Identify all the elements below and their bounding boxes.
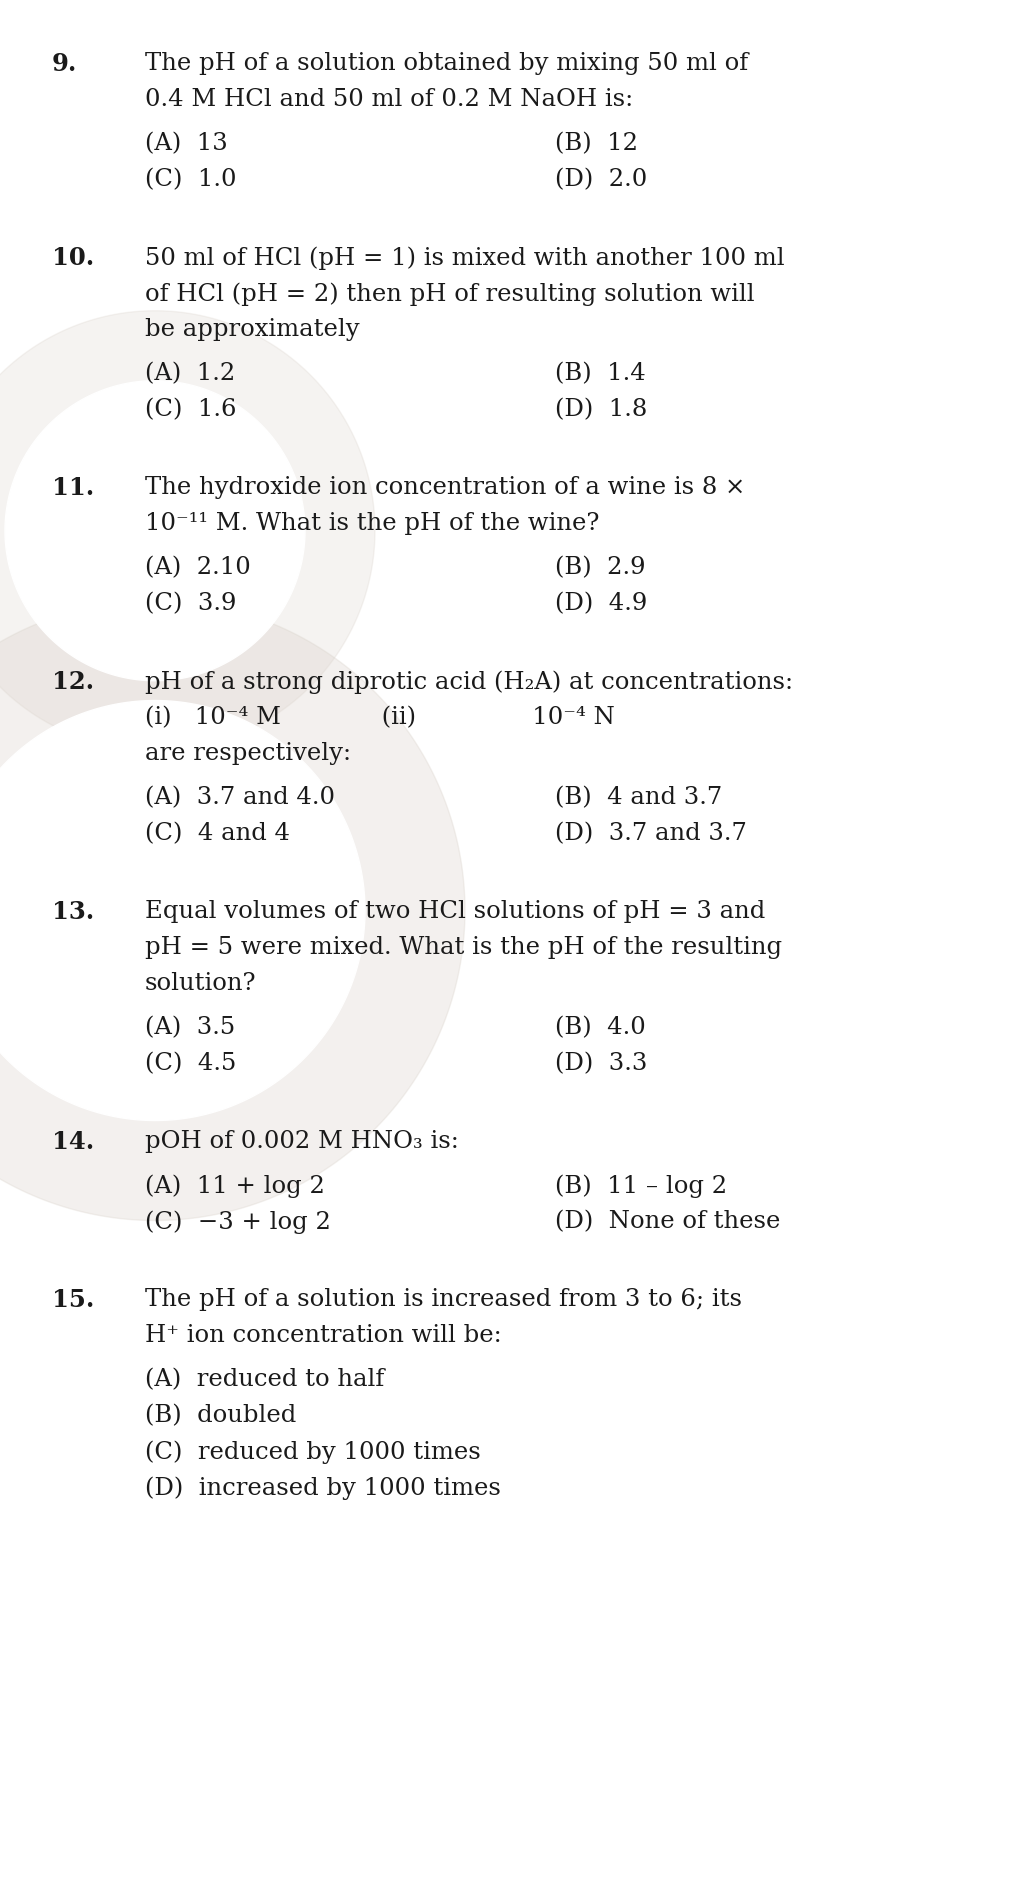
- Text: (D)  2.0: (D) 2.0: [555, 167, 647, 192]
- Polygon shape: [5, 381, 305, 681]
- Text: (B)  11 – log 2: (B) 11 – log 2: [555, 1173, 727, 1198]
- Text: The pH of a solution obtained by mixing 50 ml of: The pH of a solution obtained by mixing …: [145, 51, 749, 74]
- Text: (A)  3.7 and 4.0: (A) 3.7 and 4.0: [145, 786, 335, 809]
- Text: 10.: 10.: [52, 247, 94, 270]
- Text: 14.: 14.: [52, 1129, 94, 1154]
- Text: (D)  increased by 1000 times: (D) increased by 1000 times: [145, 1475, 501, 1499]
- Text: (A)  reduced to half: (A) reduced to half: [145, 1367, 384, 1389]
- Text: 12.: 12.: [52, 670, 94, 693]
- Text: (A)  2.10: (A) 2.10: [145, 556, 251, 579]
- Text: be approximately: be approximately: [145, 317, 359, 342]
- Text: 10⁻¹¹ M. What is the pH of the wine?: 10⁻¹¹ M. What is the pH of the wine?: [145, 512, 599, 535]
- Text: The pH of a solution is increased from 3 to 6; its: The pH of a solution is increased from 3…: [145, 1287, 742, 1310]
- Text: (B)  doubled: (B) doubled: [145, 1403, 296, 1425]
- Text: (C)  reduced by 1000 times: (C) reduced by 1000 times: [145, 1439, 480, 1463]
- Text: H⁺ ion concentration will be:: H⁺ ion concentration will be:: [145, 1323, 502, 1346]
- Text: 11.: 11.: [52, 476, 94, 499]
- Text: (B)  4 and 3.7: (B) 4 and 3.7: [555, 786, 722, 809]
- Text: (D)  3.3: (D) 3.3: [555, 1051, 647, 1074]
- Text: (C)  −3 + log 2: (C) −3 + log 2: [145, 1209, 331, 1234]
- Text: (B)  12: (B) 12: [555, 133, 638, 156]
- Text: of HCl (pH = 2) then pH of resulting solution will: of HCl (pH = 2) then pH of resulting sol…: [145, 281, 755, 306]
- Text: Equal volumes of two HCl solutions of pH = 3 and: Equal volumes of two HCl solutions of pH…: [145, 900, 765, 922]
- Text: 50 ml of HCl (pH = 1) is mixed with another 100 ml: 50 ml of HCl (pH = 1) is mixed with anot…: [145, 247, 784, 270]
- Text: pOH of 0.002 M HNO₃ is:: pOH of 0.002 M HNO₃ is:: [145, 1129, 459, 1152]
- Text: pH = 5 were mixed. What is the pH of the resulting: pH = 5 were mixed. What is the pH of the…: [145, 936, 782, 958]
- Text: (C)  1.6: (C) 1.6: [145, 399, 237, 421]
- Text: (A)  13: (A) 13: [145, 133, 227, 156]
- Text: (C)  3.9: (C) 3.9: [145, 592, 237, 615]
- Text: (A)  11 + log 2: (A) 11 + log 2: [145, 1173, 325, 1198]
- Polygon shape: [0, 700, 365, 1122]
- Text: (C)  1.0: (C) 1.0: [145, 167, 237, 192]
- Text: (D)  3.7 and 3.7: (D) 3.7 and 3.7: [555, 822, 746, 845]
- Text: are respectively:: are respectively:: [145, 742, 351, 765]
- Text: 0.4 M HCl and 50 ml of 0.2 M NaOH is:: 0.4 M HCl and 50 ml of 0.2 M NaOH is:: [145, 87, 633, 110]
- Text: 15.: 15.: [52, 1287, 94, 1312]
- Text: (B)  4.0: (B) 4.0: [555, 1015, 646, 1038]
- Text: (i)   10⁻⁴ M             (ii)               10⁻⁴ N: (i) 10⁻⁴ M (ii) 10⁻⁴ N: [145, 706, 614, 729]
- Text: (B)  2.9: (B) 2.9: [555, 556, 645, 579]
- Polygon shape: [0, 602, 465, 1220]
- Text: 9.: 9.: [52, 51, 78, 76]
- Polygon shape: [0, 311, 375, 752]
- Text: (D)  None of these: (D) None of these: [555, 1209, 780, 1232]
- Text: 13.: 13.: [52, 900, 94, 924]
- Text: The hydroxide ion concentration of a wine is 8 ×: The hydroxide ion concentration of a win…: [145, 476, 745, 499]
- Text: (A)  3.5: (A) 3.5: [145, 1015, 236, 1038]
- Text: (D)  4.9: (D) 4.9: [555, 592, 647, 615]
- Text: (C)  4.5: (C) 4.5: [145, 1051, 237, 1074]
- Text: (A)  1.2: (A) 1.2: [145, 363, 236, 385]
- Text: solution?: solution?: [145, 972, 256, 995]
- Text: (D)  1.8: (D) 1.8: [555, 399, 647, 421]
- Text: (B)  1.4: (B) 1.4: [555, 363, 646, 385]
- Text: (C)  4 and 4: (C) 4 and 4: [145, 822, 290, 845]
- Text: pH of a strong diprotic acid (H₂A) at concentrations:: pH of a strong diprotic acid (H₂A) at co…: [145, 670, 794, 693]
